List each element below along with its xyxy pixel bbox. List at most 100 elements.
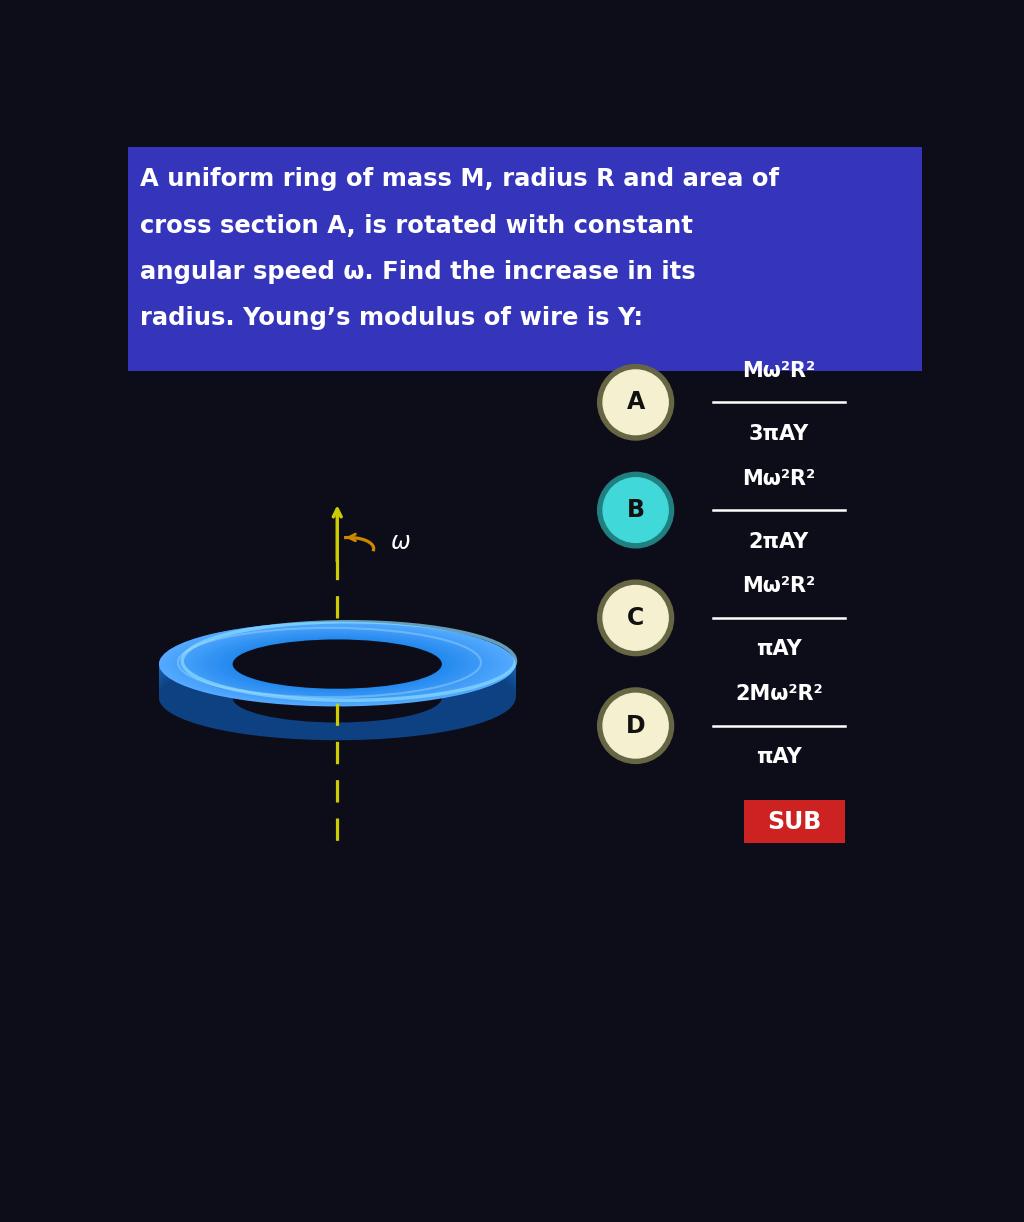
- Ellipse shape: [159, 640, 515, 726]
- Ellipse shape: [225, 638, 450, 690]
- Circle shape: [603, 478, 669, 543]
- Ellipse shape: [159, 645, 515, 730]
- Ellipse shape: [159, 628, 515, 712]
- Ellipse shape: [159, 638, 515, 722]
- Ellipse shape: [159, 655, 515, 741]
- Ellipse shape: [232, 668, 442, 719]
- Ellipse shape: [159, 635, 515, 720]
- Ellipse shape: [159, 646, 515, 731]
- Ellipse shape: [232, 648, 442, 697]
- Ellipse shape: [159, 627, 515, 711]
- Ellipse shape: [159, 626, 515, 711]
- Ellipse shape: [232, 639, 442, 689]
- Ellipse shape: [232, 672, 442, 722]
- Ellipse shape: [177, 626, 497, 701]
- Ellipse shape: [159, 649, 515, 734]
- Ellipse shape: [229, 639, 445, 689]
- Ellipse shape: [232, 650, 442, 700]
- Text: A: A: [627, 390, 645, 414]
- Ellipse shape: [232, 659, 442, 708]
- Ellipse shape: [232, 662, 442, 711]
- Bar: [128, 147, 922, 371]
- Ellipse shape: [232, 644, 442, 693]
- Ellipse shape: [200, 632, 475, 697]
- Ellipse shape: [184, 628, 489, 700]
- Ellipse shape: [221, 637, 453, 692]
- Ellipse shape: [232, 646, 442, 695]
- Text: Mω²R²: Mω²R²: [742, 360, 815, 381]
- Ellipse shape: [232, 642, 442, 690]
- Ellipse shape: [232, 656, 442, 705]
- Text: πAY: πAY: [756, 747, 802, 767]
- Ellipse shape: [232, 651, 442, 701]
- Ellipse shape: [159, 629, 515, 714]
- Ellipse shape: [232, 640, 442, 689]
- Circle shape: [598, 364, 674, 440]
- Ellipse shape: [159, 634, 515, 719]
- Ellipse shape: [159, 644, 515, 730]
- Circle shape: [603, 585, 669, 650]
- Ellipse shape: [188, 629, 486, 699]
- Ellipse shape: [159, 646, 515, 732]
- Ellipse shape: [159, 655, 515, 739]
- Ellipse shape: [159, 653, 515, 738]
- Ellipse shape: [163, 623, 512, 705]
- Ellipse shape: [159, 651, 515, 736]
- Ellipse shape: [232, 645, 442, 695]
- Ellipse shape: [159, 628, 515, 714]
- Ellipse shape: [232, 648, 442, 698]
- Ellipse shape: [232, 666, 442, 716]
- Ellipse shape: [232, 657, 442, 706]
- Text: cross section A, is rotated with constant: cross section A, is rotated with constan…: [139, 214, 692, 237]
- Ellipse shape: [232, 661, 442, 710]
- Ellipse shape: [159, 650, 515, 734]
- Text: ω: ω: [391, 530, 411, 555]
- Ellipse shape: [232, 673, 442, 722]
- Ellipse shape: [207, 633, 468, 695]
- Ellipse shape: [193, 629, 482, 699]
- Ellipse shape: [159, 642, 515, 726]
- Circle shape: [598, 580, 674, 656]
- Ellipse shape: [159, 623, 515, 709]
- Ellipse shape: [232, 642, 442, 692]
- Ellipse shape: [159, 638, 515, 723]
- Circle shape: [603, 693, 669, 758]
- Ellipse shape: [159, 644, 515, 728]
- Ellipse shape: [232, 639, 442, 689]
- Ellipse shape: [159, 648, 515, 732]
- Ellipse shape: [159, 639, 515, 723]
- Ellipse shape: [159, 633, 515, 717]
- Ellipse shape: [232, 645, 442, 694]
- Ellipse shape: [232, 643, 442, 692]
- Ellipse shape: [166, 623, 508, 705]
- Ellipse shape: [232, 671, 442, 720]
- Ellipse shape: [159, 632, 515, 716]
- Text: Mω²R²: Mω²R²: [742, 468, 815, 489]
- Ellipse shape: [203, 632, 471, 695]
- Ellipse shape: [232, 667, 442, 716]
- Ellipse shape: [232, 654, 442, 704]
- Ellipse shape: [232, 650, 442, 699]
- Text: D: D: [626, 714, 645, 738]
- Ellipse shape: [232, 665, 442, 714]
- Ellipse shape: [159, 640, 515, 725]
- Text: angular speed ω. Find the increase in its: angular speed ω. Find the increase in it…: [139, 260, 695, 284]
- Ellipse shape: [159, 622, 515, 706]
- Ellipse shape: [232, 662, 442, 712]
- Ellipse shape: [174, 626, 501, 703]
- Circle shape: [598, 688, 674, 764]
- Ellipse shape: [159, 637, 515, 721]
- Ellipse shape: [232, 653, 442, 701]
- Ellipse shape: [159, 653, 515, 737]
- Ellipse shape: [232, 672, 442, 721]
- Ellipse shape: [232, 649, 442, 698]
- Ellipse shape: [218, 635, 457, 692]
- Text: 2Mω²R²: 2Mω²R²: [735, 684, 823, 704]
- Ellipse shape: [232, 664, 442, 712]
- Text: Mω²R²: Mω²R²: [742, 577, 815, 596]
- Ellipse shape: [232, 655, 442, 704]
- Ellipse shape: [159, 622, 515, 708]
- Text: radius. Young’s modulus of wire is Y:: radius. Young’s modulus of wire is Y:: [139, 306, 643, 330]
- Ellipse shape: [159, 622, 515, 706]
- Circle shape: [598, 473, 674, 547]
